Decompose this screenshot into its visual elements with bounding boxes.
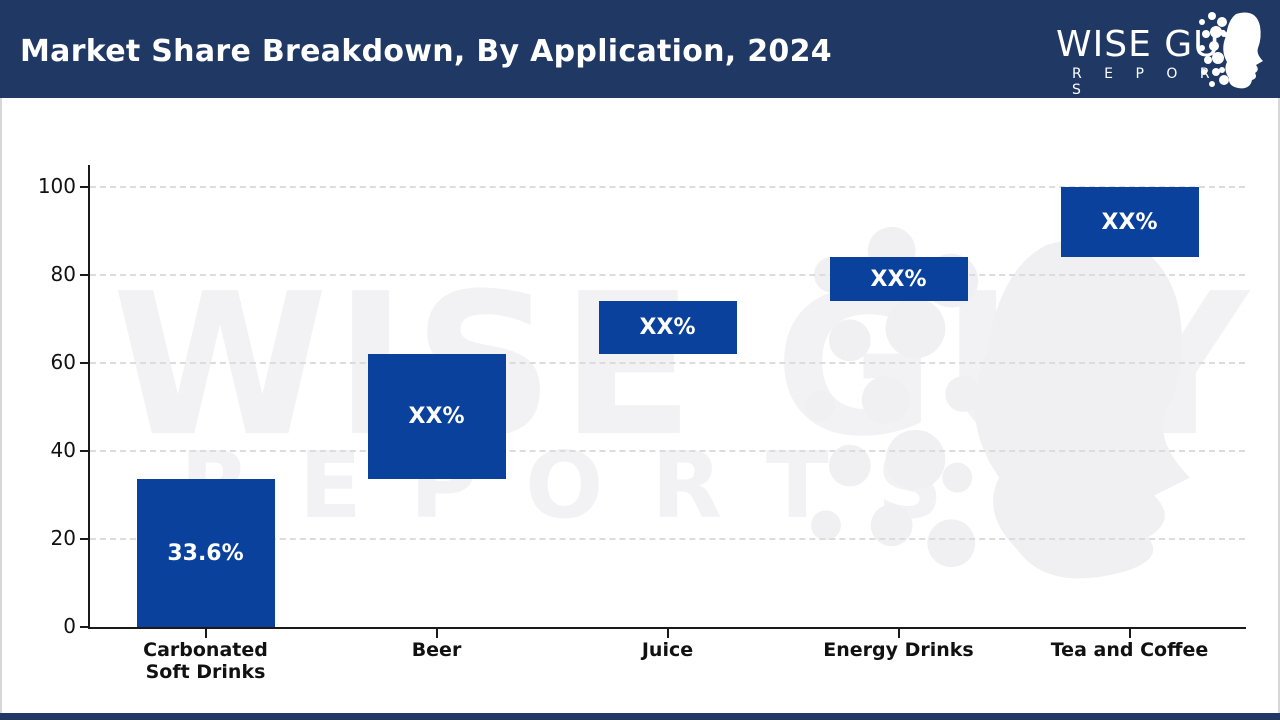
bar-value-label: XX%	[870, 266, 927, 292]
waterfall-bar: 33.6%	[136, 479, 275, 627]
x-tick-mark	[204, 629, 207, 638]
y-tick-mark	[80, 626, 90, 628]
waterfall-bar: XX%	[829, 257, 968, 302]
y-gridline	[90, 450, 1245, 452]
bar-value-label: XX%	[408, 404, 465, 430]
y-gridline	[90, 186, 1245, 188]
bar-value-label: XX%	[639, 315, 696, 341]
logo-reports-text: R E P O R T S	[1072, 66, 1250, 98]
waterfall-bar: XX%	[1060, 187, 1199, 258]
bar-value-label: 33.6%	[167, 540, 244, 566]
waterfall-bar: XX%	[367, 354, 506, 480]
y-tick-mark	[80, 538, 90, 540]
x-tick-mark	[897, 629, 900, 638]
y-tick-label: 100	[37, 174, 76, 198]
y-tick-mark	[80, 450, 90, 452]
x-category-label: Energy Drinks	[789, 639, 1009, 662]
y-tick-mark	[80, 362, 90, 364]
x-category-label-text: Juice	[641, 639, 694, 661]
waterfall-bar: XX%	[598, 301, 737, 355]
x-tick-mark	[666, 629, 669, 638]
wise-guy-reports-logo: WISE GUY R E P O R T S	[1022, 6, 1272, 98]
chart-title: Market Share Breakdown, By Application, …	[20, 34, 832, 69]
y-gridline	[90, 362, 1245, 364]
x-category-label: Tea and Coffee	[1020, 639, 1240, 662]
dotted-head-icon	[1199, 12, 1263, 89]
x-category-label: Beer	[327, 639, 547, 662]
y-tick-mark	[80, 186, 90, 188]
x-category-label: Juice	[558, 639, 778, 662]
y-tick-label: 40	[50, 438, 76, 462]
y-tick-label: 20	[50, 526, 76, 550]
footer-bar	[0, 713, 1280, 720]
header-bar: Market Share Breakdown, By Application, …	[0, 0, 1280, 98]
y-axis-line	[88, 165, 90, 629]
x-tick-mark	[435, 629, 438, 638]
x-category-label-text: Beer	[411, 639, 462, 661]
x-axis-line	[88, 627, 1246, 629]
x-category-label-text: Carbonated Soft Drinks	[143, 639, 268, 683]
x-category-label-text: Tea and Coffee	[1050, 639, 1209, 661]
y-tick-mark	[80, 274, 90, 276]
bar-value-label: XX%	[1101, 209, 1158, 235]
y-gridline	[90, 274, 1245, 276]
x-category-label: Carbonated Soft Drinks	[96, 639, 316, 684]
y-tick-label: 80	[50, 262, 76, 286]
y-gridline	[90, 538, 1245, 540]
x-category-label-text: Energy Drinks	[823, 639, 974, 661]
y-tick-label: 0	[63, 614, 76, 638]
x-tick-mark	[1128, 629, 1131, 638]
y-tick-label: 60	[50, 350, 76, 374]
